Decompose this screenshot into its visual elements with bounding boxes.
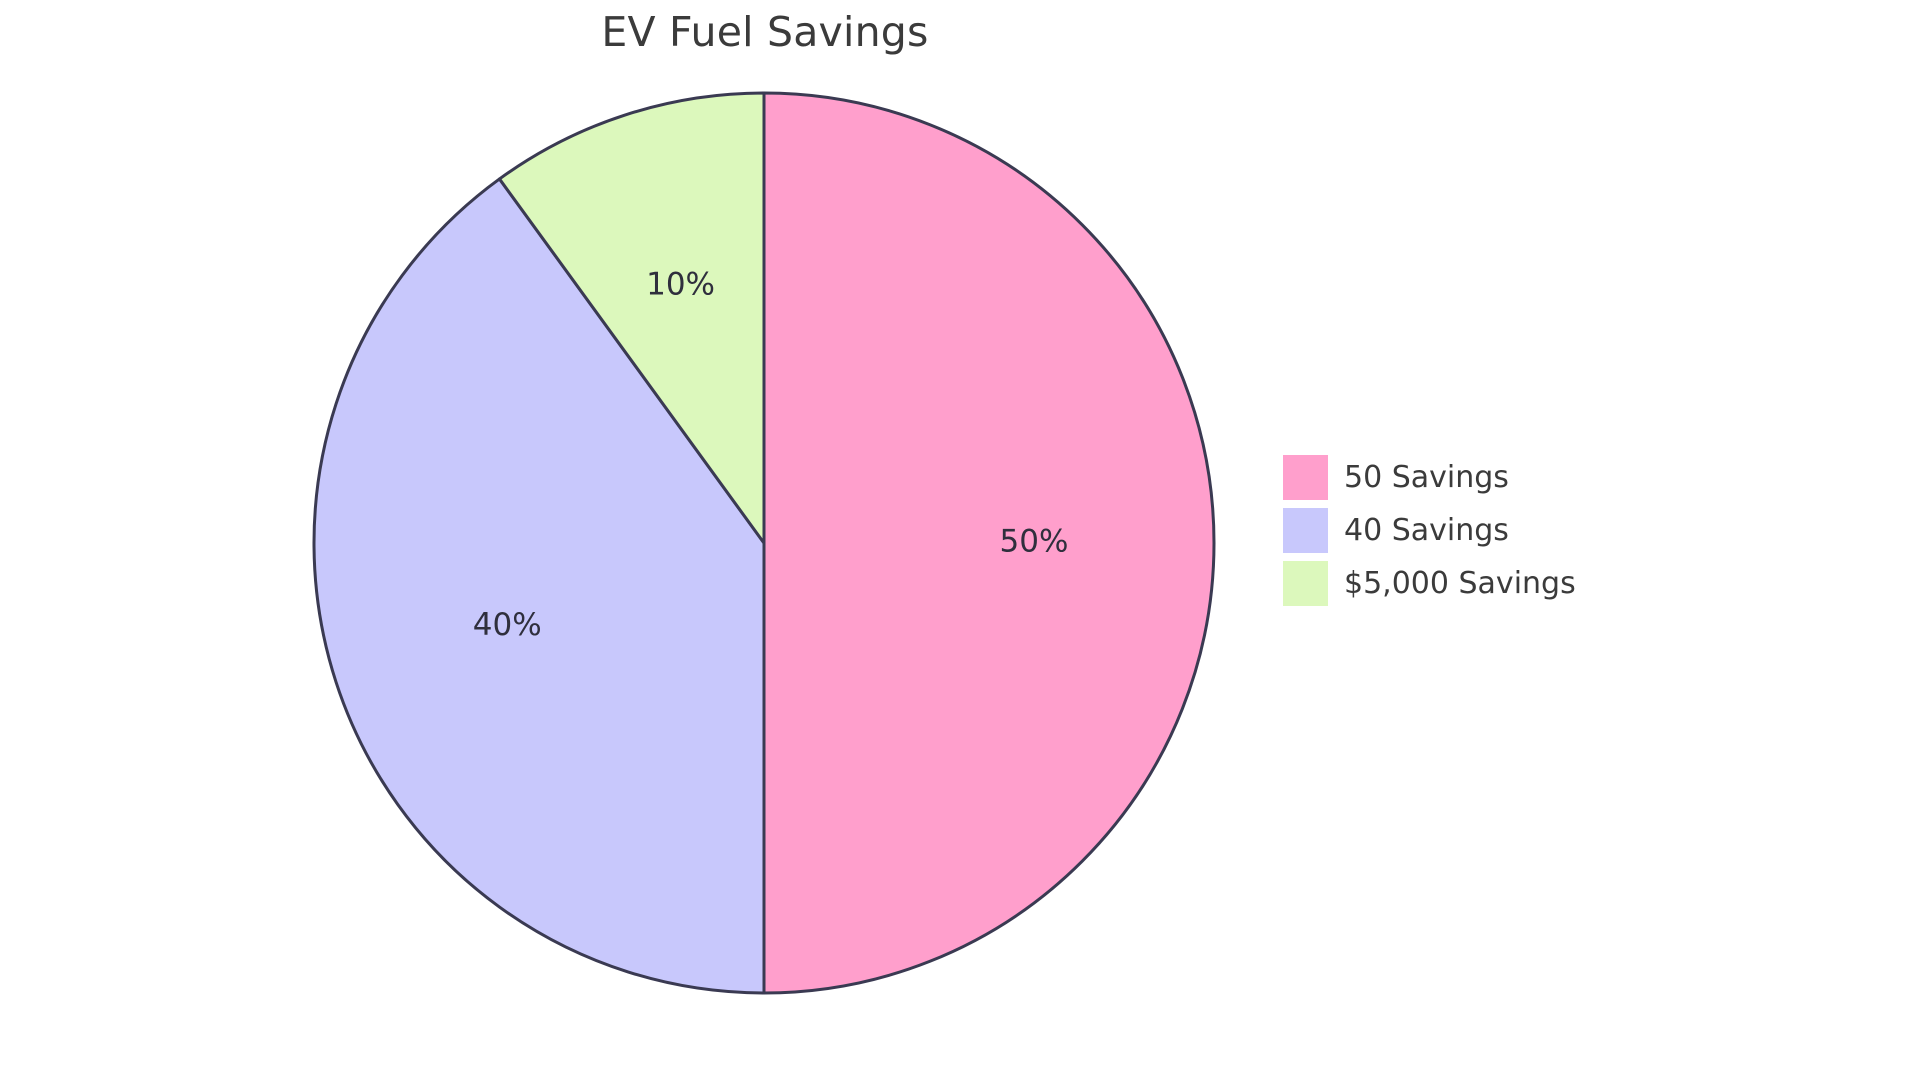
legend-item-label: 50 Savings (1344, 459, 1509, 495)
page-title: EV Fuel Savings (601, 8, 929, 56)
pie-slice[interactable] (312, 177, 766, 995)
legend-item-label: 40 Savings (1344, 512, 1509, 548)
legend-color-swatch (1283, 508, 1328, 553)
legend-item[interactable]: $5,000 Savings (1283, 561, 1576, 606)
pie-slice[interactable] (762, 91, 1216, 995)
pie-slices-group (312, 91, 1216, 995)
pie-slice-label: 50% (1000, 524, 1069, 560)
legend-color-swatch (1283, 455, 1328, 500)
legend-item[interactable]: 40 Savings (1283, 508, 1576, 553)
legend-color-swatch (1283, 561, 1328, 606)
pie-slice-labels-group: 50% 40% 10% (473, 267, 1069, 643)
pie-slice[interactable] (498, 91, 766, 545)
pie-slice-label: 10% (646, 267, 715, 303)
legend-item-label: $5,000 Savings (1344, 565, 1576, 601)
chart-legend: 50 Savings 40 Savings $5,000 Savings (1283, 455, 1576, 606)
pie-slice-label: 40% (473, 607, 542, 643)
legend-item[interactable]: 50 Savings (1283, 455, 1576, 500)
